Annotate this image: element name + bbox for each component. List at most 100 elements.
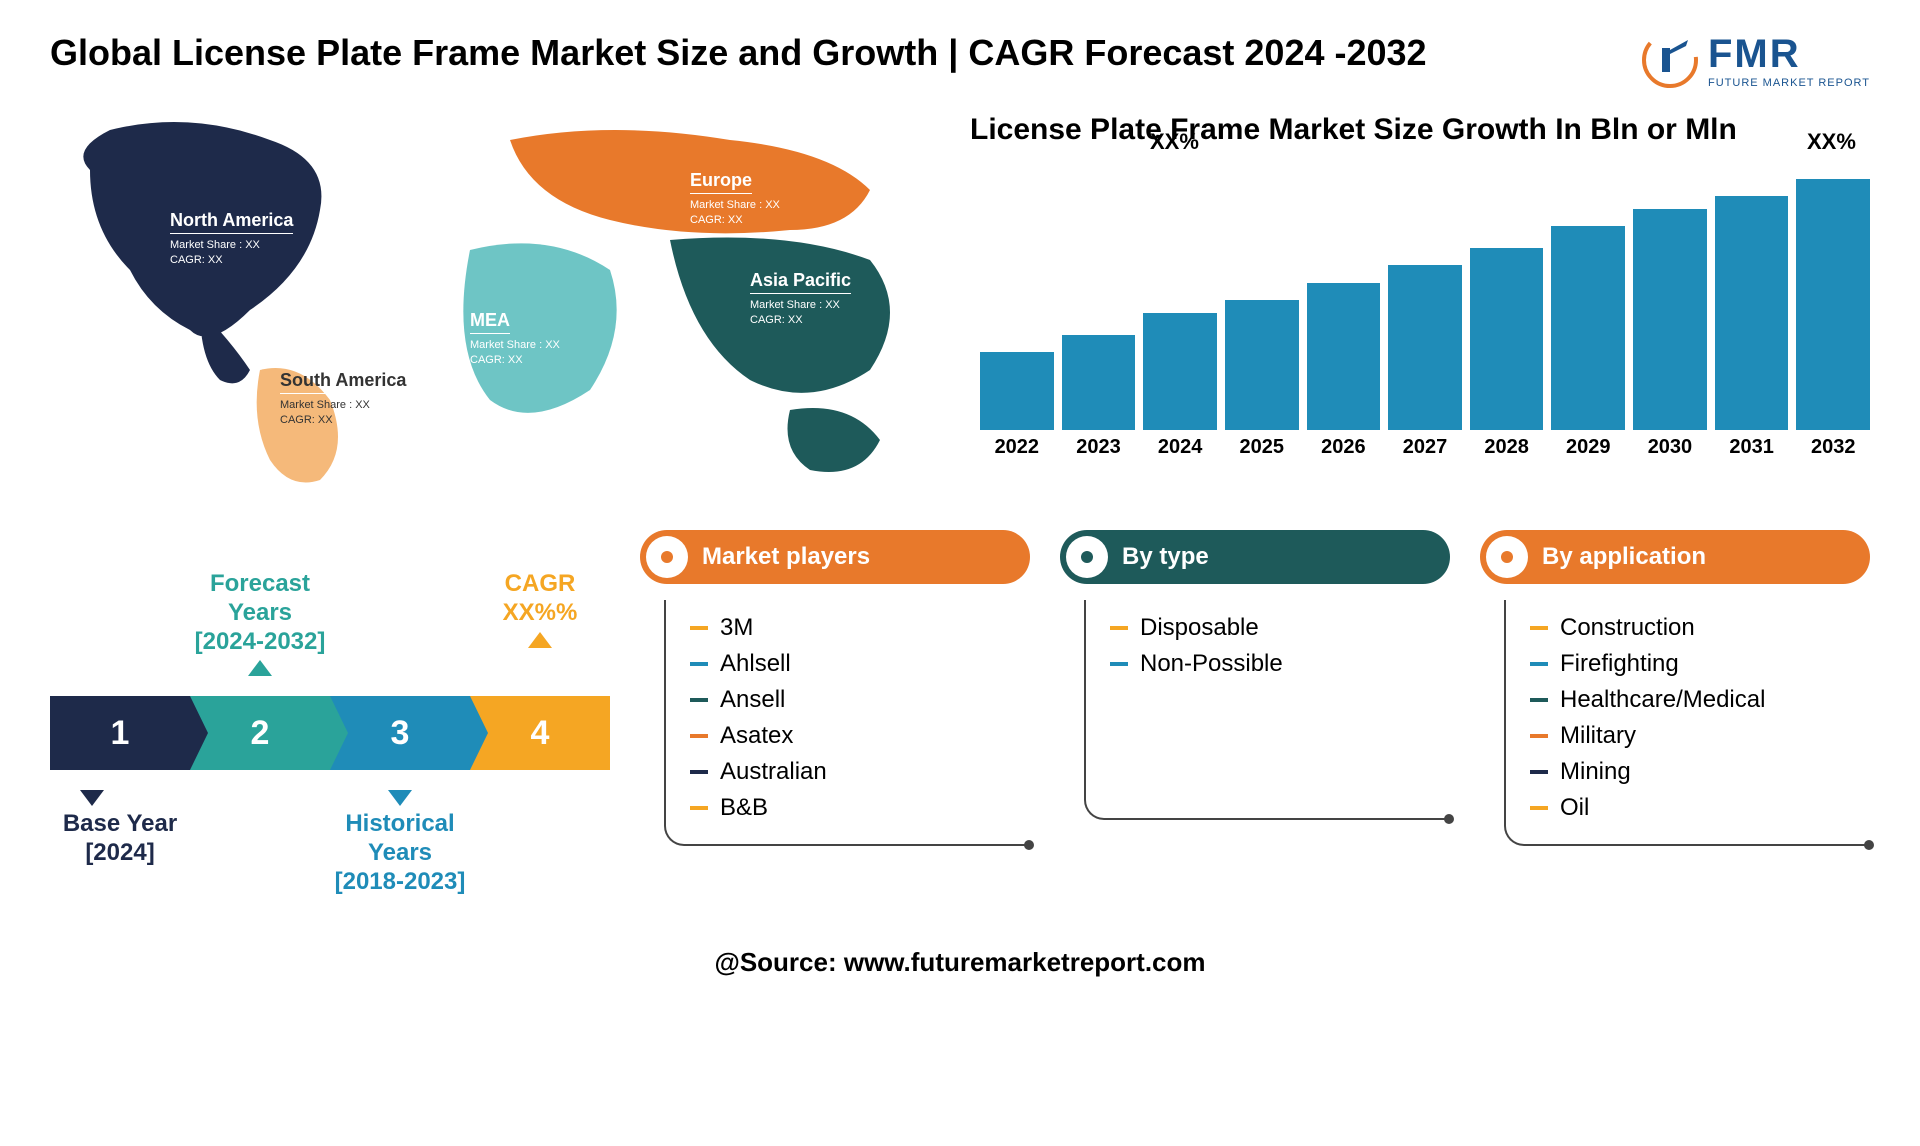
bar-year-label: 2025: [1239, 436, 1284, 459]
category-by-application: By application Construction Firefighting He…: [1480, 530, 1870, 897]
bar-annotation: XX%: [1807, 129, 1856, 155]
bar-rect: [1796, 179, 1870, 430]
timeline-seg-4: 4: [470, 696, 610, 770]
bar-rect: [1715, 196, 1789, 430]
logo: FMR FUTURE MARKET REPORT: [1640, 30, 1870, 90]
list-item-label: Construction: [1560, 614, 1695, 642]
map-label-asia-pacific: Asia PacificMarket Share : XXCAGR: XX: [750, 270, 851, 329]
chart-bars: 2022 2023 2024 2025 20262027 2028 2029 2030 2031…: [970, 159, 1870, 459]
timeline-seg-2: 2: [190, 696, 330, 770]
bar-2027: 2027: [1388, 265, 1462, 459]
bar-rect: [980, 352, 1054, 430]
list-item-label: Ahlsell: [720, 650, 791, 678]
list-item: Military: [1530, 722, 1870, 750]
dash-icon: [690, 698, 708, 702]
bar-year-label: 2028: [1484, 436, 1529, 459]
dash-icon: [1110, 626, 1128, 630]
bar-chart: License Plate Frame Market Size Growth I…: [970, 110, 1870, 490]
list-item: Ahlsell: [690, 650, 1030, 678]
list-item: Non-Possible: [1110, 650, 1450, 678]
list-item-label: Mining: [1560, 758, 1631, 786]
bar-rect: [1307, 283, 1381, 430]
pill-text: By application: [1542, 543, 1706, 571]
list-item-label: Australian: [720, 758, 827, 786]
category-list: Disposable Non-Possible: [1084, 600, 1450, 820]
dash-icon: [1530, 626, 1548, 630]
bar-2022: 2022: [980, 352, 1054, 459]
logo-text-sub: FUTURE MARKET REPORT: [1708, 77, 1870, 89]
dash-icon: [690, 806, 708, 810]
list-item-label: Oil: [1560, 794, 1589, 822]
logo-text-main: FMR: [1708, 32, 1870, 77]
base-year-label: Base Year [2024]: [50, 810, 190, 868]
bar-2030: 2030: [1633, 209, 1707, 459]
header: Global License Plate Frame Market Size a…: [50, 30, 1870, 90]
timeline-seg-3: 3: [330, 696, 470, 770]
list-item: B&B: [690, 794, 1030, 822]
bar-2026: 2026: [1307, 283, 1381, 459]
bar-2023: 2023: [1062, 335, 1136, 459]
list-item-label: Asatex: [720, 722, 793, 750]
historical-years-label: Historical Years [2018-2023]: [330, 810, 470, 896]
dash-icon: [690, 626, 708, 630]
pill-dot-icon: [646, 536, 688, 578]
bar-2031: 2031: [1715, 196, 1789, 459]
bar-rect: [1633, 209, 1707, 430]
bar-2028: 2028: [1470, 248, 1544, 459]
list-item: Oil: [1530, 794, 1870, 822]
bar-year-label: 2024: [1158, 436, 1203, 459]
forecast-years-label: Forecast Years [2024-2032]: [190, 570, 330, 656]
list-item-label: 3M: [720, 614, 753, 642]
list-item-label: B&B: [720, 794, 768, 822]
category-header-pill: Market players: [640, 530, 1030, 584]
list-item-label: Military: [1560, 722, 1636, 750]
dash-icon: [1530, 770, 1548, 774]
dash-icon: [1530, 734, 1548, 738]
dash-icon: [1530, 662, 1548, 666]
list-item: Asatex: [690, 722, 1030, 750]
bar-year-label: 2031: [1729, 436, 1774, 459]
fmr-logo-icon: [1640, 30, 1700, 90]
bar-2032: 2032: [1796, 179, 1870, 459]
timeline-bar: 1 2 3 4: [50, 696, 610, 770]
bar-rect: [1062, 335, 1136, 430]
dash-icon: [690, 770, 708, 774]
bar-year-label: 2032: [1811, 436, 1856, 459]
pill-dot-icon: [1486, 536, 1528, 578]
list-item: Ansell: [690, 686, 1030, 714]
list-item: Australian: [690, 758, 1030, 786]
bar-year-label: 2030: [1648, 436, 1693, 459]
list-item: Firefighting: [1530, 650, 1870, 678]
dash-icon: [690, 662, 708, 666]
pill-text: Market players: [702, 543, 870, 571]
page-title: Global License Plate Frame Market Size a…: [50, 30, 1427, 77]
cagr-label: CAGR XX%%: [470, 570, 610, 628]
world-map: North AmericaMarket Share : XXCAGR: XXSo…: [50, 110, 930, 490]
bar-rect: [1470, 248, 1544, 430]
dash-icon: [690, 734, 708, 738]
dash-icon: [1530, 698, 1548, 702]
list-item-label: Ansell: [720, 686, 785, 714]
list-item: Construction: [1530, 614, 1870, 642]
map-label-south-america: South AmericaMarket Share : XXCAGR: XX: [280, 370, 406, 429]
list-item: 3M: [690, 614, 1030, 642]
list-item: Healthcare/Medical: [1530, 686, 1870, 714]
category-list: Construction Firefighting Healthcare/Medic…: [1504, 600, 1870, 846]
category-header-pill: By application: [1480, 530, 1870, 584]
category-header-pill: By type: [1060, 530, 1450, 584]
bottom-section: Forecast Years [2024-2032] CAGR XX%% 1 2…: [50, 530, 1870, 897]
bar-2024: 2024: [1143, 313, 1217, 459]
bar-year-label: 2023: [1076, 436, 1121, 459]
dash-icon: [1110, 662, 1128, 666]
bar-2025: 2025: [1225, 300, 1299, 459]
bar-rect: [1143, 313, 1217, 430]
pill-text: By type: [1122, 543, 1209, 571]
dash-icon: [1530, 806, 1548, 810]
category-market-players: Market players 3M Ahlsell Ansell Asatex Austr…: [640, 530, 1030, 897]
bar-rect: [1225, 300, 1299, 430]
list-item-label: Disposable: [1140, 614, 1259, 642]
bar-year-label: 2022: [995, 436, 1040, 459]
bar-year-label: 2029: [1566, 436, 1611, 459]
category-list: 3M Ahlsell Ansell Asatex Australian B&B: [664, 600, 1030, 846]
bar-annotation: XX%: [1150, 129, 1199, 155]
